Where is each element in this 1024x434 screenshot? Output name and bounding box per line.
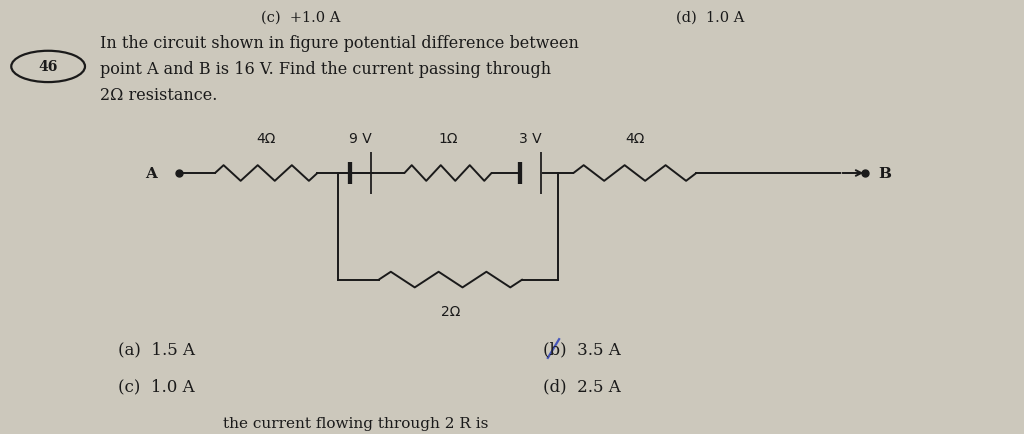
Text: (b)  3.5 A: (b) 3.5 A [543, 341, 621, 358]
Text: (a)  1.5 A: (a) 1.5 A [118, 341, 195, 358]
Text: (c)  +1.0 A: (c) +1.0 A [261, 11, 341, 25]
Text: 2Ω: 2Ω [441, 304, 460, 318]
Text: the current flowing through 2 R is: the current flowing through 2 R is [184, 416, 488, 430]
Text: 2Ω resistance.: 2Ω resistance. [100, 87, 218, 104]
Text: 1Ω: 1Ω [438, 132, 459, 145]
Text: B: B [879, 167, 892, 181]
Text: A: A [144, 167, 157, 181]
Text: (c)  1.0 A: (c) 1.0 A [118, 378, 195, 395]
Text: (d)  1.0 A: (d) 1.0 A [676, 11, 744, 25]
Text: 3 V: 3 V [519, 132, 542, 145]
Text: 46: 46 [39, 60, 57, 74]
Text: 4Ω: 4Ω [257, 132, 275, 145]
Text: (d)  2.5 A: (d) 2.5 A [543, 378, 621, 395]
Text: point A and B is 16 V. Find the current passing through: point A and B is 16 V. Find the current … [100, 61, 552, 78]
Text: 9 V: 9 V [349, 132, 372, 145]
Text: In the circuit shown in figure potential difference between: In the circuit shown in figure potential… [100, 35, 580, 52]
Text: 4Ω: 4Ω [626, 132, 644, 145]
